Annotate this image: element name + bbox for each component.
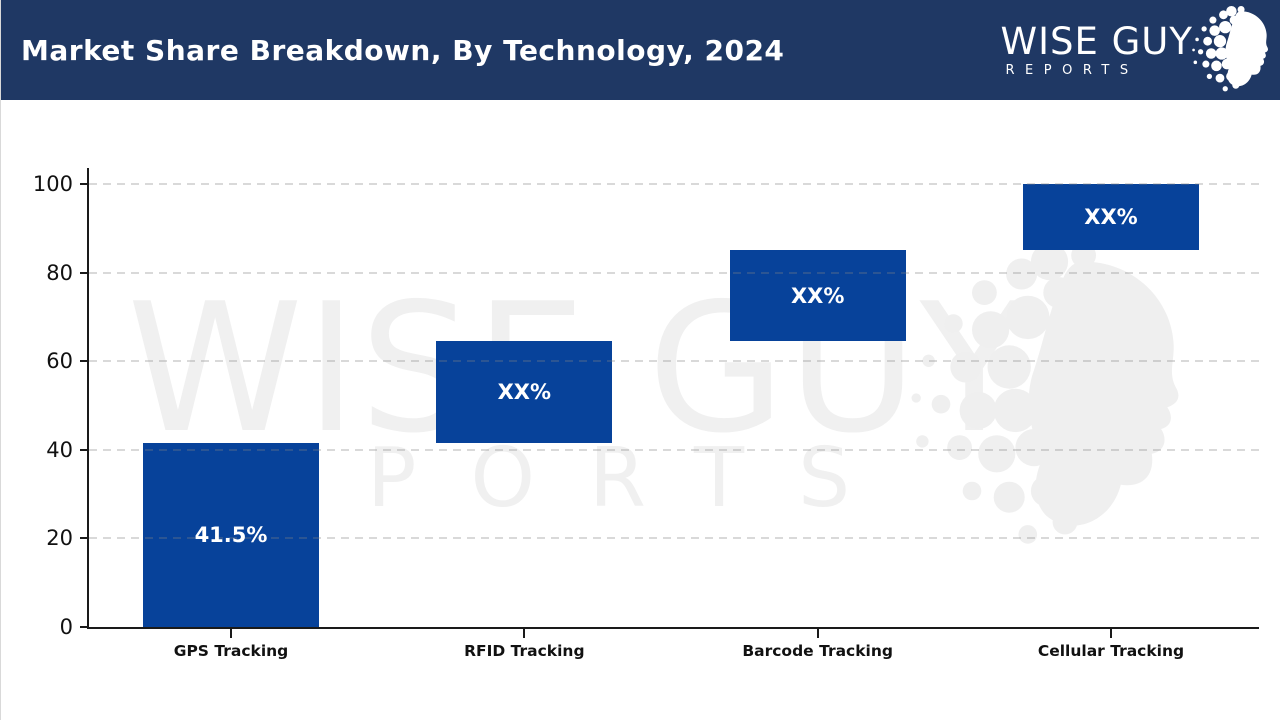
logo-tagline: REPORTS [1005, 62, 1139, 78]
y-axis-tick-label: 20 [46, 526, 73, 551]
y-axis-tick-label: 60 [46, 349, 73, 374]
x-axis-tick [230, 629, 232, 638]
y-axis-tick [80, 183, 89, 185]
x-axis-tick [1109, 629, 1112, 638]
logo-text: WISE GUY REPORTS [1001, 23, 1193, 78]
y-axis-tick-label: 100 [32, 172, 73, 196]
y-axis-tick [80, 537, 89, 540]
y-gridline [89, 271, 1259, 274]
x-axis-category-label: GPS Tracking [173, 642, 289, 660]
bar-value-label: XX% [790, 283, 845, 308]
logo-face-icon [1179, 6, 1275, 94]
y-gridline [89, 537, 1259, 540]
bar-value-label: XX% [497, 380, 552, 405]
bar-barcode-tracking [729, 250, 906, 342]
y-axis-tick-label: 0 [59, 615, 73, 639]
plot: 0 20 40 60 80 100 41.5% GPS Tracking XX% RFID Tra… [1, 100, 1280, 720]
y-axis-tick-label: 40 [46, 437, 73, 462]
bar-gps-tracking [143, 443, 319, 627]
bar-rfid-tracking [436, 341, 613, 444]
y-axis-tick [80, 360, 89, 363]
watermark-tagline: PORTS [367, 431, 905, 526]
header-banner: Market Share Breakdown, By Technology, 2… [1, 0, 1280, 100]
x-axis-category-label: Barcode Tracking [742, 642, 893, 660]
y-gridline [89, 448, 1259, 451]
bar-cellular-tracking [1022, 184, 1199, 251]
logo-wordmark: WISE GUY [1000, 19, 1193, 63]
y-axis-tick-label: 80 [46, 260, 73, 285]
y-axis-line [87, 168, 89, 629]
chart-title: Market Share Breakdown, By Technology, 2… [21, 33, 785, 67]
watermark-face-icon [879, 222, 1189, 574]
x-axis-tick [816, 629, 819, 638]
x-axis-category-label: RFID Tracking [464, 642, 585, 660]
x-axis-category-label: Cellular Tracking [1037, 642, 1185, 660]
wise-guy-logo: WISE GUY REPORTS [1001, 0, 1275, 100]
y-axis-tick [80, 448, 89, 451]
y-axis-tick [80, 626, 89, 628]
y-axis-tick [80, 271, 89, 274]
bar-value-label: 41.5% [194, 523, 268, 548]
x-axis-line [87, 627, 1259, 629]
y-gridline [89, 360, 1259, 363]
y-gridline [89, 183, 1259, 185]
bar-value-label: XX% [1084, 205, 1138, 230]
chart-area: WISE GUY PORTS 0 20 40 60 80 100 41.5% GPS Trac… [1, 100, 1280, 720]
x-axis-tick [523, 629, 526, 638]
